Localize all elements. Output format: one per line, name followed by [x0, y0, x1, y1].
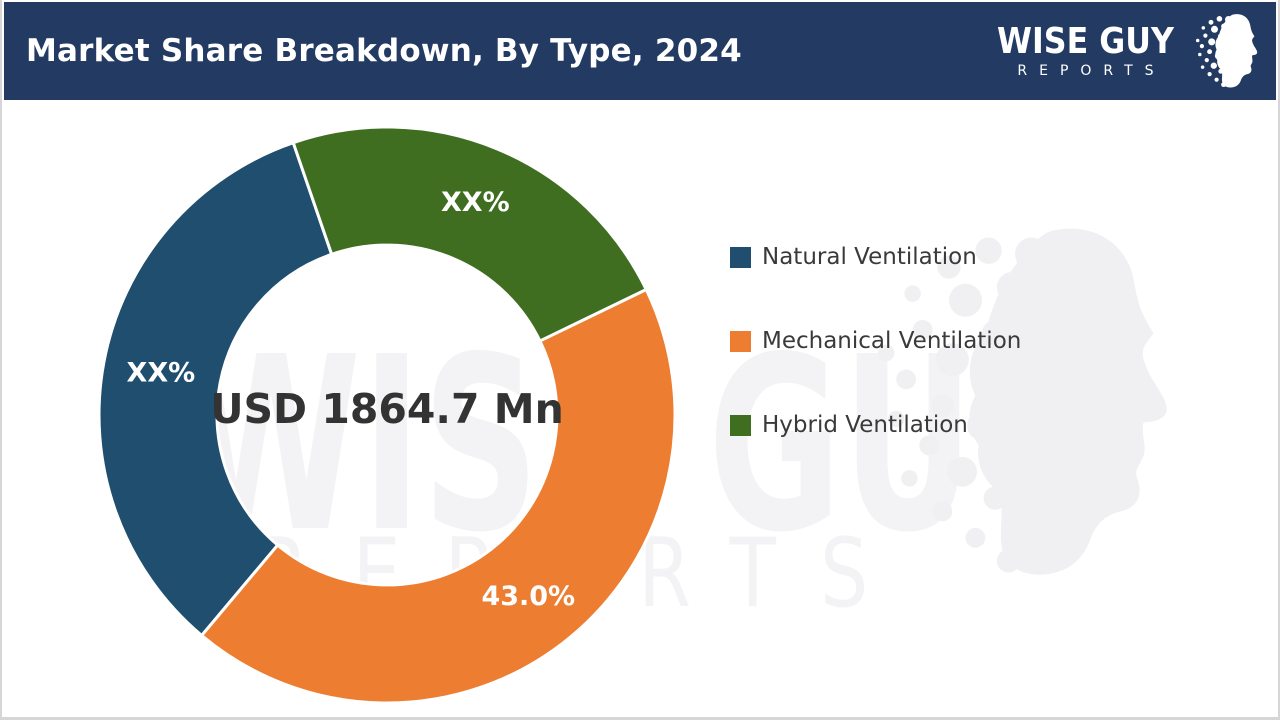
pie-segment-hybrid-ventilation	[291, 125, 648, 343]
pie-segment-mechanical-ventilation	[200, 287, 677, 705]
pie-segment-natural-ventilation	[97, 141, 334, 637]
header: Market Share Breakdown, By Type, 2024 WI…	[4, 2, 1276, 100]
pie-segment-label-mechanical-ventilation: 43.0%	[481, 581, 575, 612]
page-title: Market Share Breakdown, By Type, 2024	[26, 33, 742, 69]
donut-center-label: USD 1864.7 Mn	[210, 385, 564, 433]
logo-text: WISE GUY REPORTS	[985, 21, 1186, 79]
legend: Natural Ventilation Mechanical Ventilatio…	[730, 244, 1021, 438]
legend-label: Mechanical Ventilation	[762, 328, 1022, 354]
legend-label: Natural Ventilation	[762, 244, 977, 270]
logo-subtitle: REPORTS	[1017, 63, 1166, 79]
legend-swatch-icon-mechanical-ventilation	[730, 330, 751, 352]
logo: WISE GUY REPORTS	[985, 9, 1260, 93]
pie-segment-label-natural-ventilation: XX%	[127, 358, 196, 389]
legend-swatch-icon-hybrid-ventilation	[730, 414, 751, 436]
legend-item-natural-ventilation: Natural Ventilation	[730, 244, 1021, 270]
legend-item-hybrid-ventilation: Hybrid Ventilation	[730, 412, 1021, 438]
legend-item-mechanical-ventilation: Mechanical Ventilation	[730, 328, 1021, 354]
pie-segment-label-hybrid-ventilation: XX%	[441, 187, 510, 218]
logo-wordmark: WISE GUY	[997, 21, 1174, 62]
legend-swatch-icon-natural-ventilation	[730, 246, 751, 268]
legend-label: Hybrid Ventilation	[762, 412, 968, 438]
